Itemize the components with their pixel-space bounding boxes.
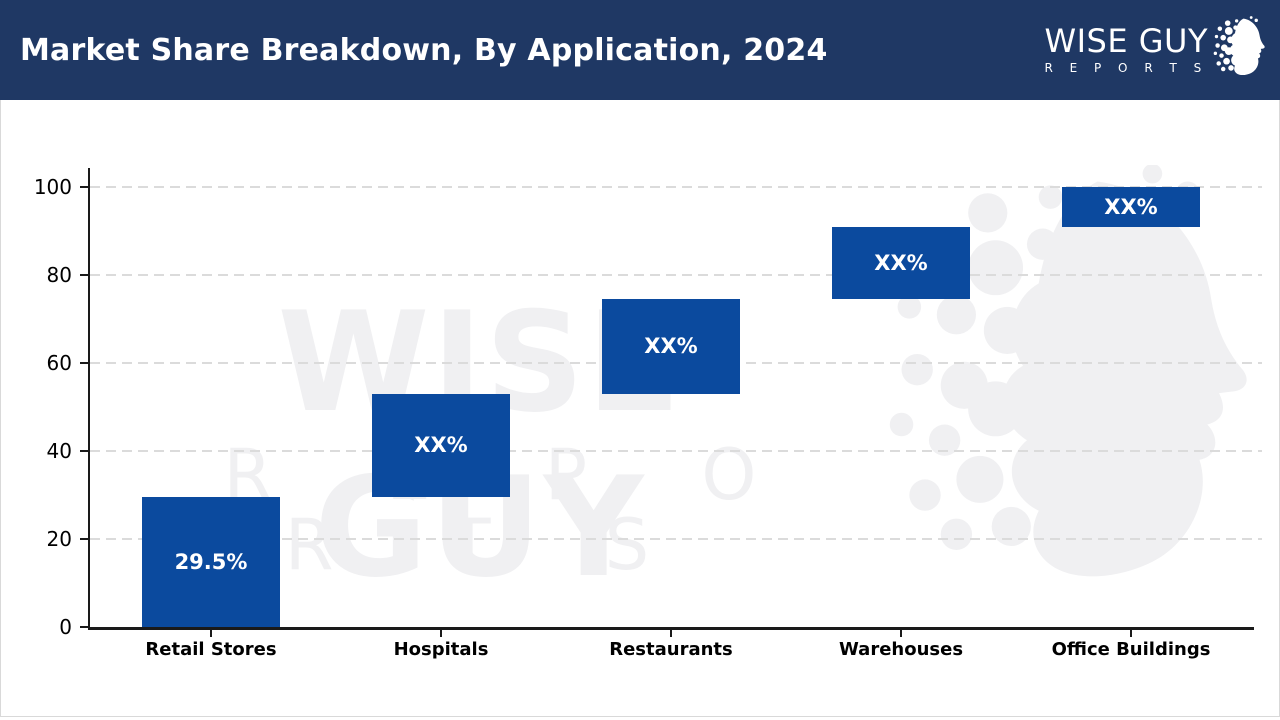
y-axis-line: [88, 168, 90, 630]
brand-name: WISE GUY: [1044, 22, 1208, 60]
page-border-left: [0, 100, 1, 717]
category-label-office-buildings: Office Buildings: [1051, 639, 1211, 660]
category-label-hospitals: Hospitals: [393, 639, 489, 660]
page-title: Market Share Breakdown, By Application, …: [20, 32, 828, 68]
page-border-bottom: [0, 716, 1280, 717]
y-tick-label-0: 0: [59, 615, 72, 639]
y-tick-label-60: 60: [46, 351, 72, 375]
brand-logo: WISE GUY R E P O R T S: [1044, 12, 1268, 88]
bar-value-label-retail-stores: 29.5%: [174, 550, 248, 575]
y-tick-40: [80, 450, 89, 452]
bar-warehouses: XX%: [832, 226, 970, 300]
bar-value-label-warehouses: XX%: [874, 250, 928, 275]
brand-head-icon: [1213, 16, 1265, 76]
bar-value-label-restaurants: XX%: [644, 334, 698, 359]
bar-office-buildings: XX%: [1062, 187, 1200, 227]
x-tick-restaurants: [670, 630, 672, 637]
category-label-restaurants: Restaurants: [609, 639, 733, 660]
bar-retail-stores: 29.5%: [142, 497, 280, 627]
gridline-100: [90, 186, 1262, 188]
y-tick-label-20: 20: [46, 527, 72, 551]
header-bar: Market Share Breakdown, By Application, …: [0, 0, 1280, 100]
x-tick-warehouses: [900, 630, 902, 637]
y-tick-20: [80, 538, 89, 540]
x-tick-hospitals: [440, 630, 442, 637]
y-tick-60: [80, 362, 89, 364]
gridline-80: [90, 274, 1262, 276]
y-tick-label-100: 100: [33, 175, 72, 199]
bar-hospitals: XX%: [372, 393, 510, 498]
y-tick-label-80: 80: [46, 263, 72, 287]
bar-restaurants: XX%: [602, 299, 740, 394]
x-tick-office-buildings: [1130, 630, 1132, 637]
category-label-warehouses: Warehouses: [838, 639, 964, 660]
chart-area: WISE GUY R E P O R T S 0 20 40 60 80 100 29.5%…: [0, 100, 1280, 717]
brand-logo-text: WISE GUY R E P O R T S: [1044, 25, 1208, 75]
y-tick-80: [80, 274, 89, 276]
bar-value-label-hospitals: XX%: [414, 433, 468, 458]
x-tick-retail-stores: [210, 630, 212, 637]
gridline-40: [90, 450, 1262, 452]
y-tick-0: [80, 626, 89, 628]
brand-subtitle: R E P O R T S: [1044, 61, 1208, 75]
category-label-retail-stores: Retail Stores: [145, 639, 277, 660]
y-tick-label-40: 40: [46, 439, 72, 463]
y-tick-100: [80, 186, 89, 188]
x-axis-line: [88, 627, 1254, 630]
bar-value-label-office-buildings: XX%: [1104, 194, 1158, 219]
gridline-20: [90, 538, 1262, 540]
